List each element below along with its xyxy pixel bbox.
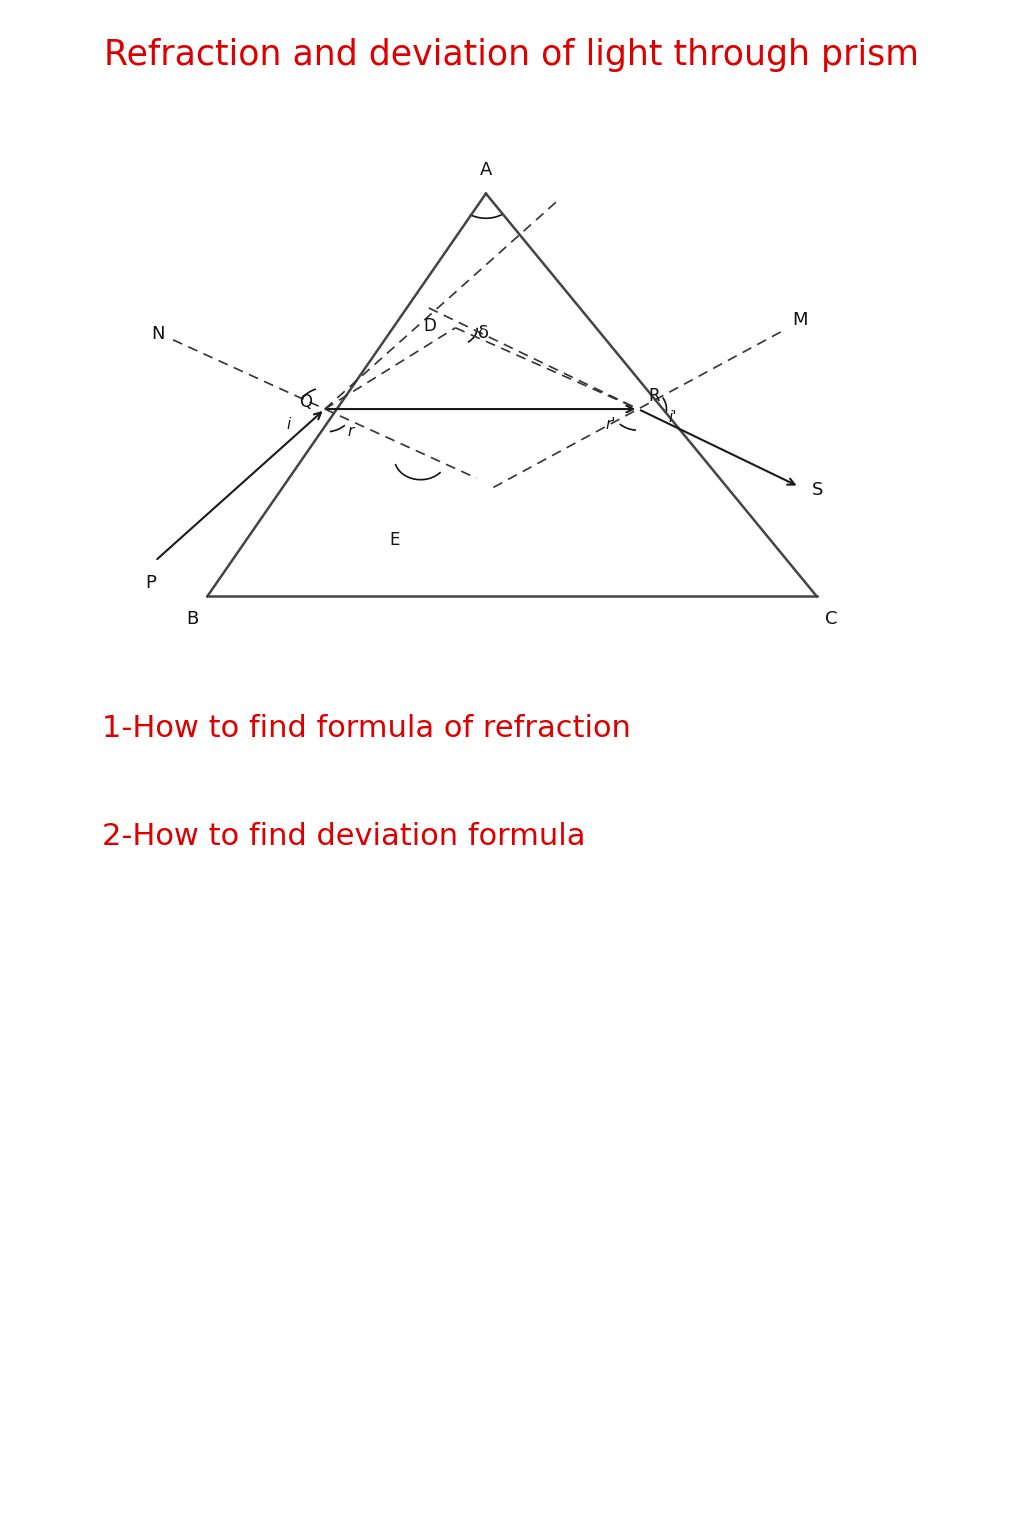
Text: N: N (151, 326, 165, 343)
Text: P: P (145, 573, 157, 591)
Text: S: S (812, 481, 823, 499)
Text: r': r' (605, 418, 615, 432)
Text: i: i (286, 418, 291, 432)
Text: Q: Q (299, 393, 312, 412)
Text: i': i' (669, 410, 677, 425)
Text: 2-How to find deviation formula: 2-How to find deviation formula (102, 822, 586, 851)
Text: M: M (792, 312, 807, 329)
Text: δ: δ (478, 324, 488, 343)
Text: 1-How to find formula of refraction: 1-How to find formula of refraction (102, 714, 631, 743)
Text: B: B (186, 610, 199, 628)
Text: A: A (479, 161, 493, 180)
Text: E: E (389, 530, 399, 548)
Text: Refraction and deviation of light through prism: Refraction and deviation of light throug… (104, 38, 920, 72)
Text: R: R (648, 387, 660, 406)
Text: D: D (423, 318, 436, 335)
Text: r: r (348, 424, 354, 439)
Text: C: C (825, 610, 838, 628)
